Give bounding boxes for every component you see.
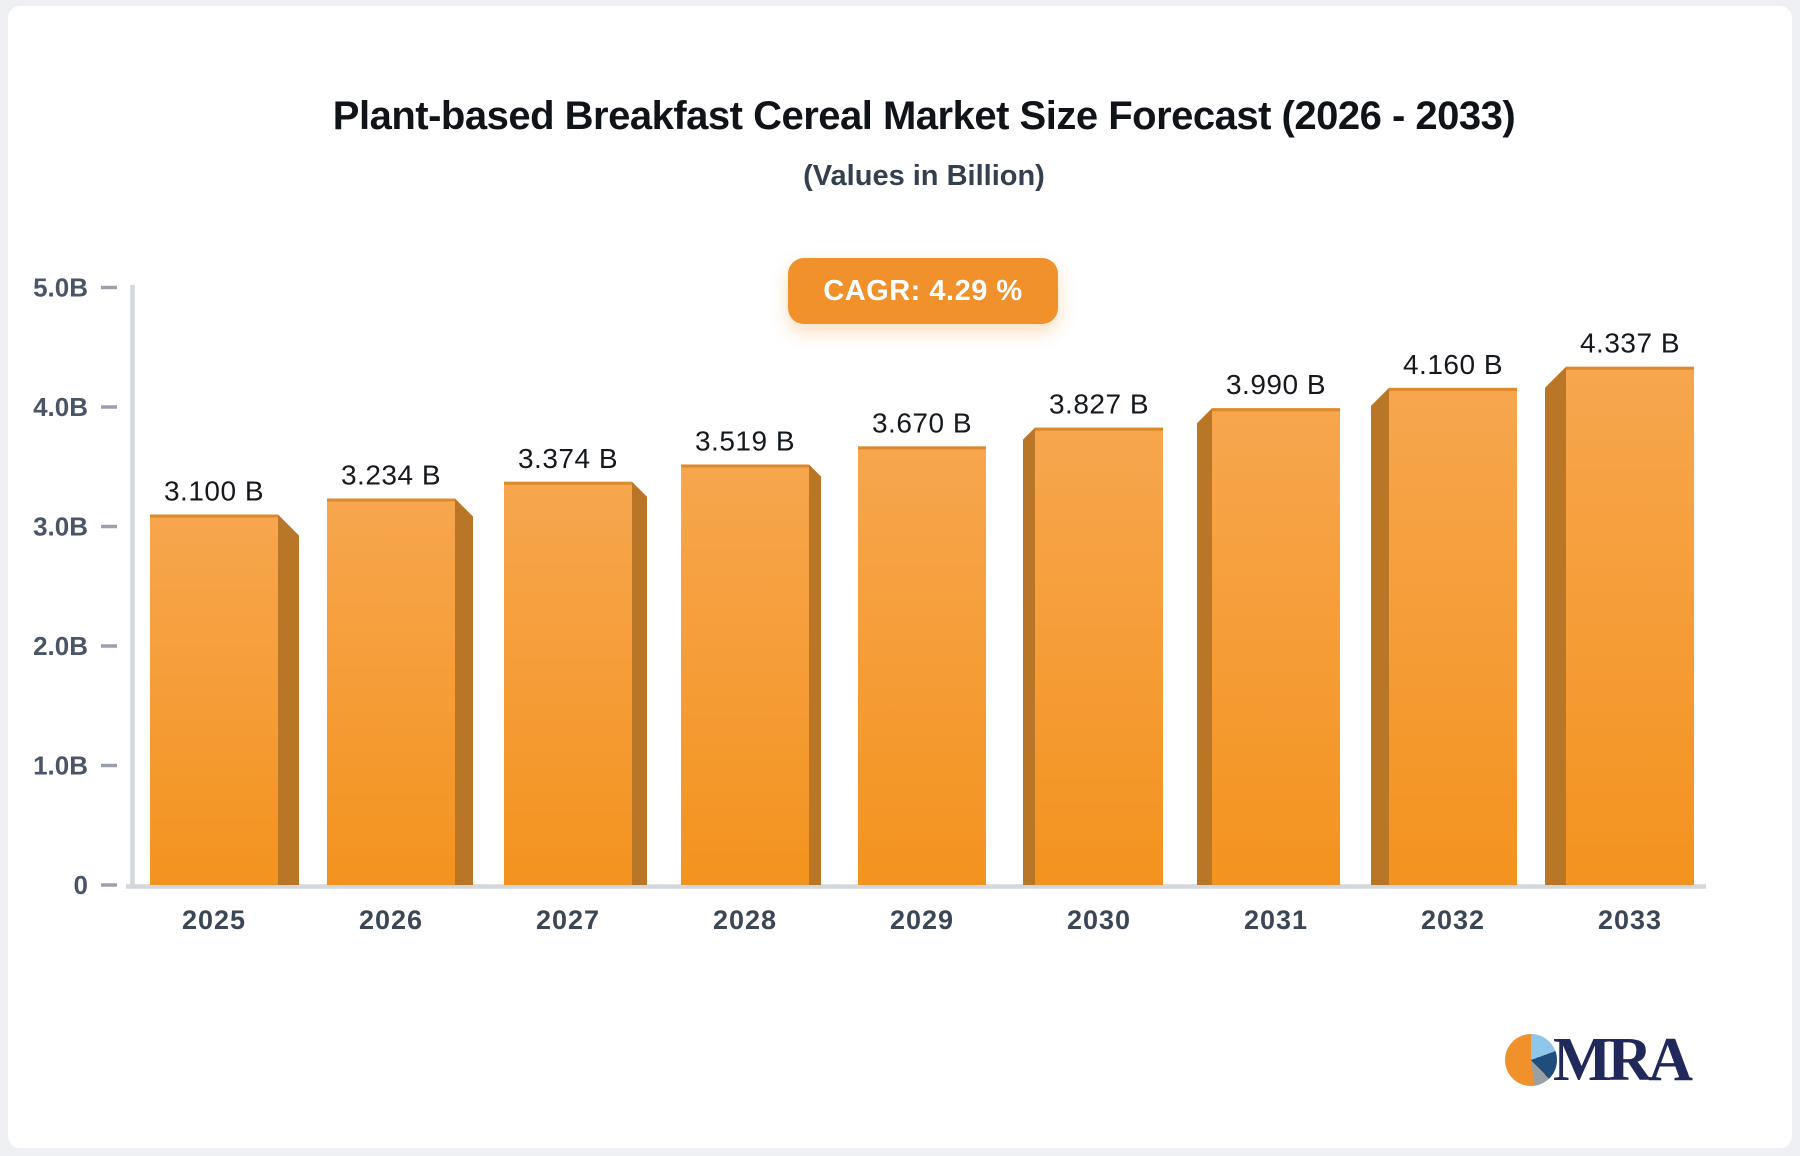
bar-value-label: 4.337 B <box>1580 328 1680 359</box>
bar-face[interactable] <box>327 498 455 885</box>
bar-group-2025[interactable]: 3.100 B <box>150 476 299 885</box>
x-category-label: 2033 <box>1598 905 1662 935</box>
bar-value-label: 3.374 B <box>518 443 618 474</box>
bar-face[interactable] <box>1389 387 1517 885</box>
y-tick-label: 5.0B <box>33 273 88 303</box>
bar-value-label: 4.160 B <box>1403 349 1503 380</box>
bar-value-label: 3.827 B <box>1049 389 1149 420</box>
bar-side-face <box>1371 387 1389 885</box>
y-tick-label: 3.0B <box>33 512 88 542</box>
cagr-badge-label: CAGR: 4.29 % <box>823 274 1023 307</box>
y-tick-label: 2.0B <box>33 631 88 661</box>
bar-group-2029[interactable]: 3.670 B <box>858 407 986 885</box>
bar-side-face <box>1545 366 1566 885</box>
bar-face[interactable] <box>1035 427 1163 885</box>
bar-value-label: 3.990 B <box>1226 369 1326 400</box>
bar-group-2028[interactable]: 3.519 B <box>681 425 821 885</box>
page-title: Plant-based Breakfast Cereal Market Size… <box>332 94 1516 138</box>
x-category-label: 2026 <box>359 905 423 935</box>
logo-text: MRA <box>1553 1026 1693 1094</box>
bar-value-label: 3.100 B <box>164 476 264 507</box>
page-subtitle: (Values in Billion) <box>803 160 1045 192</box>
bar-side-face <box>1023 427 1035 885</box>
y-tick-label: 0 <box>74 870 88 900</box>
x-category-label: 2031 <box>1244 905 1308 935</box>
bar-value-label: 3.670 B <box>872 407 972 438</box>
bar-face[interactable] <box>1212 408 1340 885</box>
bar-group-2030[interactable]: 3.827 B <box>1023 389 1163 885</box>
bar-side-face <box>278 514 299 885</box>
x-category-label: 2027 <box>536 905 600 935</box>
bar-face[interactable] <box>1566 366 1694 885</box>
y-tick-label: 1.0B <box>33 751 88 781</box>
bar-side-face <box>1197 408 1212 885</box>
bar-group-2033[interactable]: 4.337 B <box>1545 328 1694 885</box>
x-category-label: 2032 <box>1421 905 1485 935</box>
x-category-label: 2029 <box>890 905 954 935</box>
x-category-label: 2025 <box>182 905 246 935</box>
bar-side-face <box>455 498 473 885</box>
x-category-label: 2030 <box>1067 905 1131 935</box>
bar-side-face <box>809 464 821 885</box>
bar-group-2026[interactable]: 3.234 B <box>327 460 473 885</box>
bar-face[interactable] <box>858 446 986 885</box>
bar-value-label: 3.519 B <box>695 425 795 456</box>
x-category-label: 2028 <box>713 905 777 935</box>
bar-face[interactable] <box>150 514 278 885</box>
cagr-badge: CAGR: 4.29 % <box>788 258 1058 324</box>
bar-side-face <box>632 481 647 885</box>
y-tick-label: 4.0B <box>33 392 88 422</box>
bar-value-label: 3.234 B <box>341 460 441 491</box>
bar-group-2032[interactable]: 4.160 B <box>1371 349 1517 885</box>
mra-logo: MRA <box>1505 1026 1693 1094</box>
bar-face[interactable] <box>504 481 632 885</box>
pie-chart-icon <box>1505 1034 1557 1086</box>
bar-face[interactable] <box>681 464 809 885</box>
bar-group-2031[interactable]: 3.990 B <box>1197 369 1340 885</box>
bar-group-2027[interactable]: 3.374 B <box>504 443 647 885</box>
